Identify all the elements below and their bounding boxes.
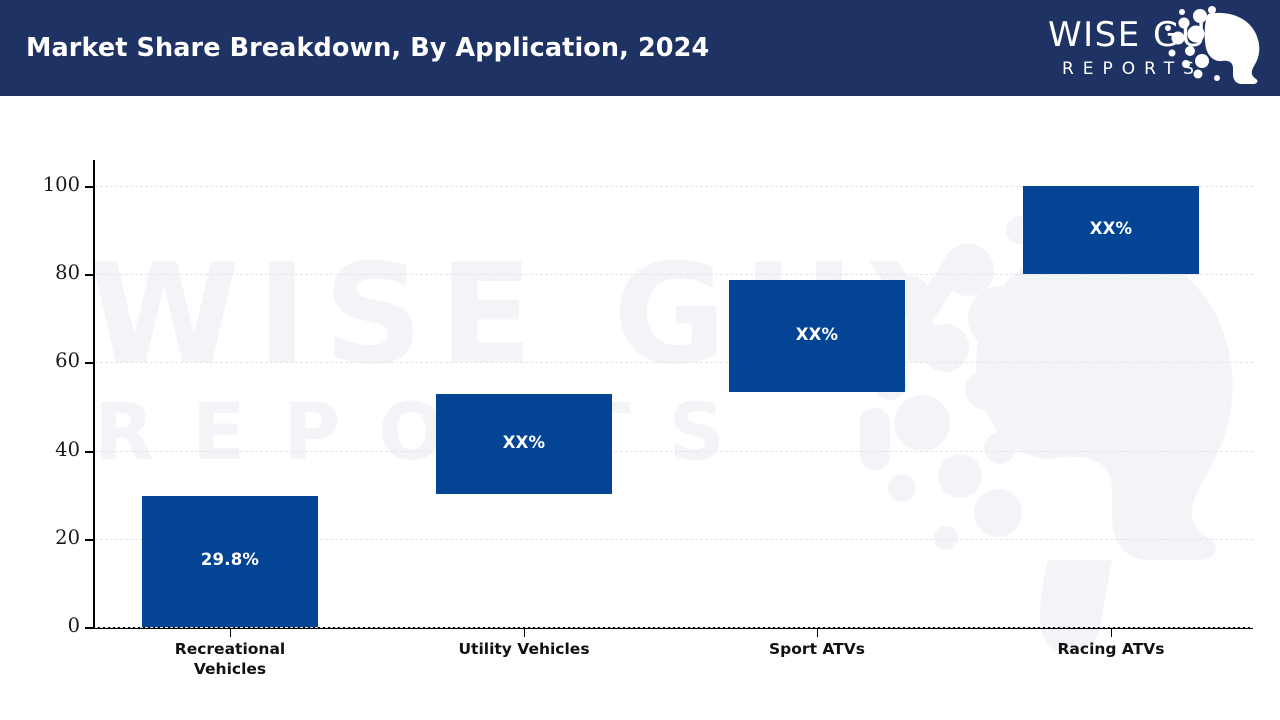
bar-utility-vehicles[interactable]: XX% bbox=[436, 394, 612, 494]
ytick-label-20: 20 bbox=[55, 526, 80, 549]
ytick-mark-60 bbox=[85, 362, 94, 364]
background-watermark-head-icon bbox=[850, 208, 1270, 678]
ytick-mark-80 bbox=[85, 274, 94, 276]
wise-guy-reports-logo: WISE GUY REPORTS bbox=[1012, 4, 1274, 92]
bar-sport-atvs[interactable]: XX% bbox=[729, 279, 905, 393]
xcat-label-line2: Vehicles bbox=[193, 660, 267, 678]
xcat-label-racing-atvs: Racing ATVs bbox=[1011, 639, 1211, 659]
gridline-20 bbox=[95, 539, 1253, 540]
gridline-40 bbox=[95, 451, 1253, 452]
bar-label-recreational-vehicles: 29.8% bbox=[200, 550, 260, 570]
logo-line2: REPORTS bbox=[1062, 59, 1203, 79]
ytick-label-40: 40 bbox=[55, 438, 80, 461]
xcat-label-recreational-vehicles: Recreational Vehicles bbox=[130, 639, 330, 679]
y-axis-line bbox=[93, 160, 95, 627]
xtick-mark-racing-atvs bbox=[1111, 629, 1112, 637]
xcat-label-line1: Sport ATVs bbox=[769, 640, 865, 658]
ytick-label-80: 80 bbox=[55, 261, 80, 284]
head-dots-icon bbox=[1165, 6, 1260, 85]
ytick-label-100: 100 bbox=[42, 173, 80, 196]
bar-label-utility-vehicles: XX% bbox=[502, 432, 546, 452]
ytick-label-60: 60 bbox=[55, 349, 80, 372]
page-header: Market Share Breakdown, By Application, … bbox=[0, 0, 1280, 96]
gridline-80 bbox=[95, 274, 1253, 275]
ytick-mark-0 bbox=[85, 627, 94, 629]
bar-label-sport-atvs: XX% bbox=[795, 325, 839, 345]
xcat-label-line1: Recreational bbox=[174, 640, 286, 658]
bar-recreational-vehicles[interactable]: 29.8% bbox=[142, 495, 318, 627]
xcat-label-sport-atvs: Sport ATVs bbox=[717, 639, 917, 659]
xtick-mark-sport-atvs bbox=[817, 629, 818, 637]
x-axis-line bbox=[93, 627, 1253, 629]
logo-line1: WISE GUY bbox=[1048, 15, 1230, 55]
bar-label-racing-atvs: XX% bbox=[1089, 219, 1133, 239]
gridline-60 bbox=[95, 362, 1253, 363]
xcat-label-line1: Utility Vehicles bbox=[458, 640, 590, 658]
chart-canvas: WISE GUY REPORTS bbox=[0, 96, 1280, 720]
ytick-mark-40 bbox=[85, 451, 94, 453]
xcat-label-line1: Racing ATVs bbox=[1057, 640, 1165, 658]
ytick-mark-100 bbox=[85, 186, 94, 188]
logo-svg: WISE GUY REPORTS bbox=[1048, 6, 1260, 85]
gridline-100 bbox=[95, 186, 1253, 187]
gridline-0 bbox=[95, 627, 1253, 628]
ytick-label-0: 0 bbox=[67, 614, 80, 637]
xcat-label-utility-vehicles: Utility Vehicles bbox=[424, 639, 624, 659]
page-title: Market Share Breakdown, By Application, … bbox=[26, 33, 710, 63]
xtick-mark-utility-vehicles bbox=[524, 629, 525, 637]
bar-racing-atvs[interactable]: XX% bbox=[1023, 186, 1199, 275]
xtick-mark-recreational-vehicles bbox=[230, 629, 231, 637]
ytick-mark-20 bbox=[85, 539, 94, 541]
